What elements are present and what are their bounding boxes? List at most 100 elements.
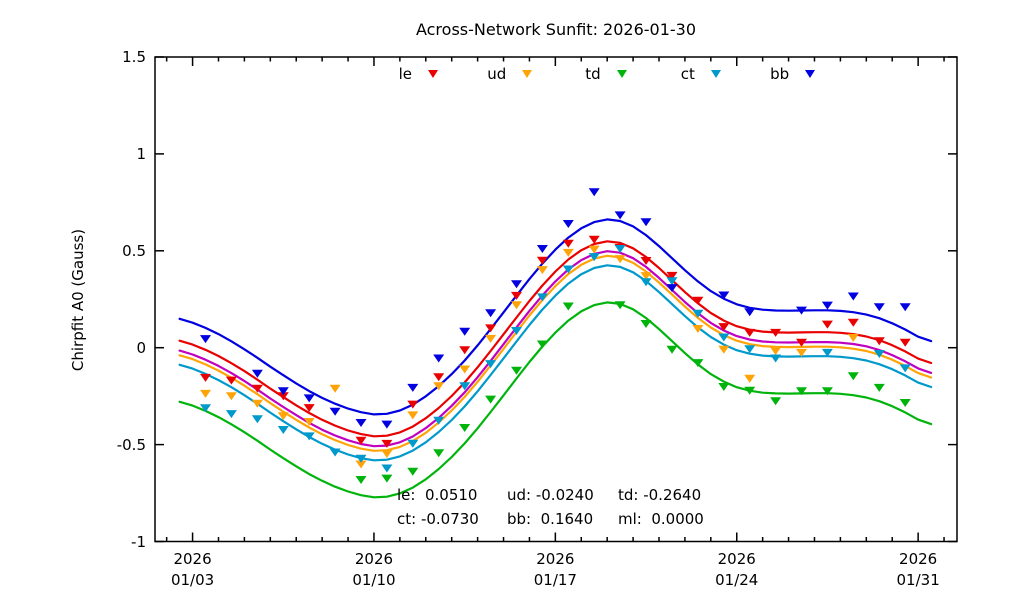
data-point-ud [407, 411, 419, 420]
triangle-down-marker-icon [616, 69, 627, 78]
y-axis-label: Chirpfit A0 (Gauss) [69, 228, 87, 372]
y-tick-label: -1 [131, 532, 146, 551]
data-point-ct [485, 360, 497, 369]
legend-item-td: td [549, 63, 627, 83]
data-point-ud [847, 333, 859, 342]
data-point-td [899, 399, 911, 407]
data-point-bb [588, 188, 600, 197]
data-point-ct [200, 404, 211, 413]
data-point-ct [614, 245, 626, 253]
x-tick-year: 2026 [354, 550, 394, 568]
data-point-le [562, 239, 574, 248]
data-point-td [847, 372, 859, 381]
fit-offset-le: le: 0.0510 [397, 486, 478, 504]
fit-line-ml [178, 250, 933, 448]
data-point-bb [562, 220, 574, 228]
fit-line-le [178, 240, 933, 438]
data-point-ud [718, 345, 730, 354]
data-point-ud [692, 325, 704, 333]
data-point-ct [511, 327, 522, 335]
data-point-ct [355, 454, 367, 463]
data-point-le [511, 291, 522, 300]
data-point-ud [744, 374, 756, 383]
data-point-bb [718, 291, 730, 300]
data-point-le [770, 328, 782, 337]
x-tick-date: 01/24 [715, 571, 759, 589]
data-point-bb [614, 211, 626, 220]
legend-item-le: le [360, 63, 438, 83]
data-point-td [692, 359, 704, 368]
y-tick-label: -0.5 [116, 435, 146, 454]
data-point-le [277, 392, 289, 401]
data-point-ct [640, 278, 652, 287]
y-tick-label: 1 [136, 144, 146, 163]
data-point-bb [459, 327, 471, 336]
data-point-bb [485, 309, 497, 318]
data-point-le [200, 373, 211, 382]
chart-title: Across-Network Sunfit: 2026-01-30 [415, 20, 697, 39]
x-tick-date: 01/31 [896, 571, 940, 589]
data-point-ct [277, 426, 289, 434]
data-point-ct [744, 345, 756, 354]
data-point-ct [588, 253, 600, 262]
data-point-bb [873, 303, 885, 312]
data-point-td [666, 345, 678, 354]
data-point-le [225, 376, 237, 385]
x-tick-year: 2026 [899, 550, 938, 568]
data-point-bb [821, 301, 833, 310]
data-point-ud [251, 399, 263, 408]
data-point-bb [277, 387, 289, 396]
data-point-le [407, 400, 419, 409]
data-point-ct [562, 265, 574, 274]
triangle-down-marker-icon [805, 69, 816, 78]
data-point-le [640, 257, 652, 265]
data-point-le [459, 346, 471, 355]
data-point-le [355, 436, 367, 445]
data-point-le [303, 404, 315, 413]
data-point-ud [770, 347, 782, 356]
data-point-bb [666, 284, 678, 293]
data-point-td [614, 301, 626, 310]
data-point-le [381, 439, 393, 448]
data-point-ud [381, 450, 393, 458]
fit-offset-ud: ud: -0.0240 [507, 486, 594, 504]
data-point-bb [536, 245, 548, 253]
fit-line-ct [178, 264, 933, 462]
plot-border [154, 56, 958, 543]
data-point-le [873, 337, 885, 346]
data-point-ud [511, 301, 522, 310]
data-point-td [433, 449, 445, 458]
data-point-ud [796, 348, 807, 357]
data-point-le [718, 323, 730, 332]
data-point-td [873, 383, 885, 392]
fit-line-td [178, 301, 933, 499]
data-point-td [485, 395, 497, 404]
fit-offset-td: td: -0.2640 [618, 486, 702, 504]
data-point-td [355, 476, 367, 484]
data-point-ud [614, 255, 626, 264]
data-point-ct [692, 309, 704, 318]
data-point-bb [899, 303, 911, 312]
data-point-td [407, 467, 419, 476]
legend-item-ct: ct [643, 63, 721, 83]
data-point-td [536, 340, 548, 349]
data-point-bb [796, 306, 807, 315]
data-point-bb [511, 280, 522, 289]
data-point-td [770, 397, 782, 406]
data-point-ud [459, 365, 471, 374]
fit-offset-bb: bb: 0.1640 [507, 510, 594, 528]
x-tick-year: 2026 [173, 550, 212, 568]
x-tick-label: 2026 01/10 [352, 549, 395, 591]
data-point-ud [485, 334, 497, 343]
data-point-bb [433, 354, 445, 363]
y-tick-label: 0 [136, 338, 146, 357]
triangle-down-marker-icon [522, 69, 533, 78]
data-point-ud [562, 248, 574, 257]
fit-offset-ct: ct: -0.0730 [397, 510, 479, 528]
data-point-ct [433, 416, 445, 425]
data-point-bb [407, 383, 419, 392]
data-point-td [821, 387, 833, 396]
legend-label-ct: ct [680, 64, 695, 83]
legend-label-le: le [398, 64, 412, 83]
